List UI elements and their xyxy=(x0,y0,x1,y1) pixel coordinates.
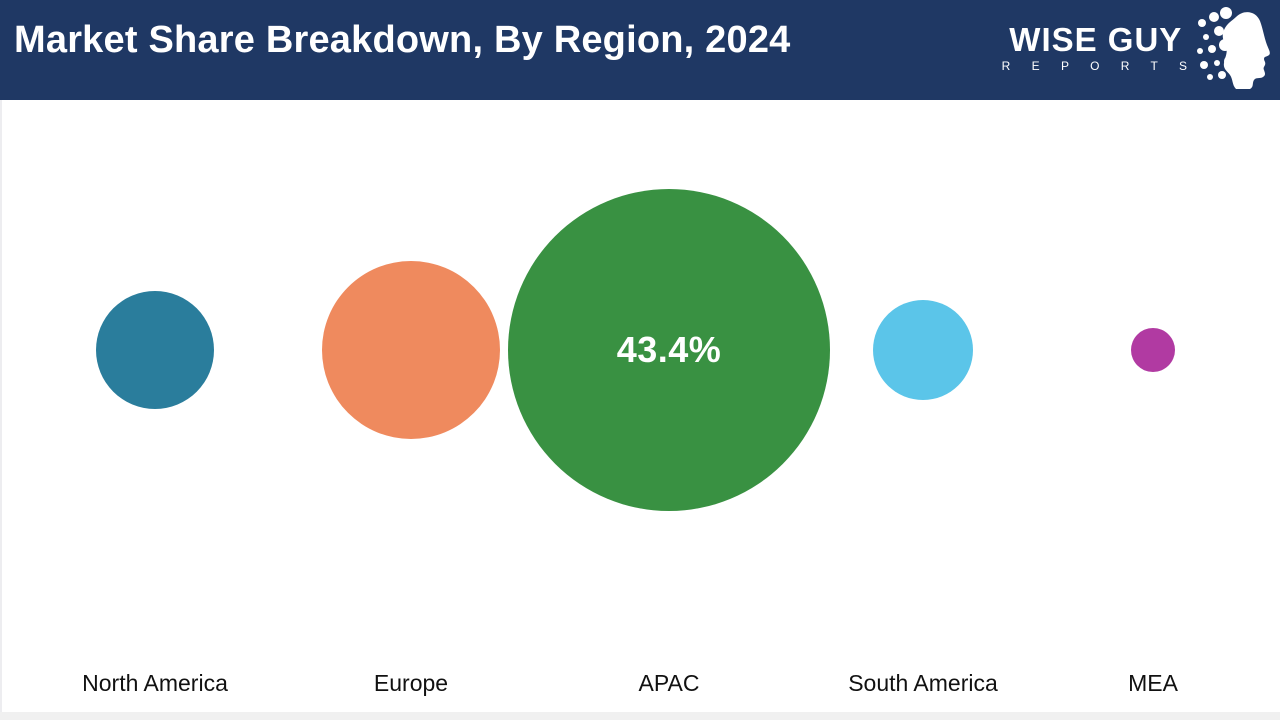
apac-value-label: 43.4% xyxy=(616,329,722,370)
bubble-chart: 43.4% North America Europe APAC South Am… xyxy=(0,100,1280,720)
brand-wordmark: WISE GUY xyxy=(1009,20,1183,58)
category-label-north-america: North America xyxy=(82,670,228,696)
bubble-europe[interactable] xyxy=(322,261,500,439)
bubble-north-america[interactable] xyxy=(96,291,214,409)
category-label-south-america: South America xyxy=(848,670,998,696)
bubble-apac[interactable]: 43.4% xyxy=(508,189,830,511)
category-label-europe: Europe xyxy=(373,670,449,696)
bottom-strip xyxy=(0,712,1280,720)
brand-face-icon xyxy=(1197,7,1270,89)
brand-logo: WISE GUY R E P O R T S xyxy=(996,5,1280,89)
bubble-mea[interactable] xyxy=(1131,328,1175,372)
category-label-apac: APAC xyxy=(638,670,700,696)
page-title: Market Share Breakdown, By Region, 2024 xyxy=(14,19,791,62)
bubble-south-america[interactable] xyxy=(873,300,973,400)
header-bar: Market Share Breakdown, By Region, 2024 … xyxy=(0,0,1280,100)
category-label-mea: MEA xyxy=(1128,670,1178,696)
brand-subtext: R E P O R T S xyxy=(1001,58,1196,73)
